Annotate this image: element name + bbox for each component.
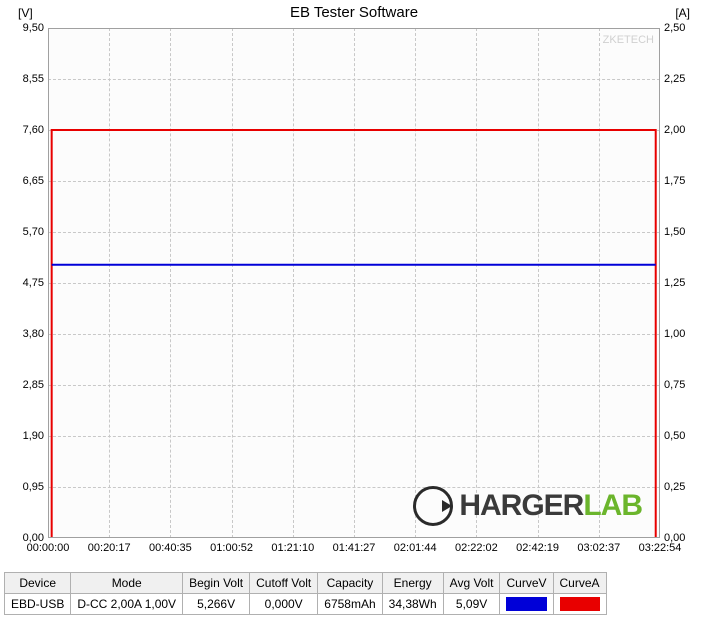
table-row: EBD-USB D-CC 2,00A 1,00V 5,266V 0,000V 6…	[5, 594, 607, 615]
y-left-tick: 0,95	[23, 481, 44, 493]
cell-avg-volt: 5,09V	[443, 594, 500, 615]
cell-curve-v-swatch	[500, 594, 553, 615]
table-header-cell: Device	[5, 573, 71, 594]
x-tick: 02:42:19	[516, 542, 559, 554]
x-tick: 01:41:27	[333, 542, 376, 554]
table-header-row: DeviceModeBegin VoltCutoff VoltCapacityE…	[5, 573, 607, 594]
y-right-tick: 2,00	[664, 124, 685, 136]
cell-device: EBD-USB	[5, 594, 71, 615]
y-left-tick: 1,90	[23, 430, 44, 442]
y-left-tick: 4,75	[23, 277, 44, 289]
chart-area: EB Tester Software [V] [A] ZKETECH HARGE…	[0, 0, 708, 572]
x-tick: 02:22:02	[455, 542, 498, 554]
y-left-tick: 9,50	[23, 22, 44, 34]
y-right-tick: 0,50	[664, 430, 685, 442]
table-header-cell: Begin Volt	[183, 573, 250, 594]
plot-border	[48, 28, 660, 538]
y-left-tick: 2,85	[23, 379, 44, 391]
x-tick: 03:22:54	[639, 542, 682, 554]
y-right-tick: 0,25	[664, 481, 685, 493]
cell-cutoff-volt: 0,000V	[250, 594, 318, 615]
cell-curve-a-swatch	[553, 594, 606, 615]
y-right-unit: [A]	[675, 6, 690, 20]
table-header-cell: Capacity	[318, 573, 382, 594]
chart-title: EB Tester Software	[0, 4, 708, 21]
swatch-v	[506, 597, 546, 611]
table-header-cell: Avg Volt	[443, 573, 500, 594]
table-header-cell: Cutoff Volt	[250, 573, 318, 594]
x-tick: 03:02:37	[577, 542, 620, 554]
y-right-tick: 1,25	[664, 277, 685, 289]
swatch-a	[560, 597, 600, 611]
x-tick: 02:01:44	[394, 542, 437, 554]
cell-mode: D-CC 2,00A 1,00V	[71, 594, 183, 615]
y-left-tick: 7,60	[23, 124, 44, 136]
y-left-tick: 6,65	[23, 175, 44, 187]
y-right-tick: 1,75	[664, 175, 685, 187]
plot-area: ZKETECH HARGERLAB 0,000,000,950,251,900,…	[48, 28, 660, 538]
table-header-cell: Energy	[382, 573, 443, 594]
cell-energy: 34,38Wh	[382, 594, 443, 615]
x-tick: 00:00:00	[27, 542, 70, 554]
table-header-cell: Mode	[71, 573, 183, 594]
table-header-cell: CurveA	[553, 573, 606, 594]
y-left-tick: 3,80	[23, 328, 44, 340]
x-tick: 00:20:17	[88, 542, 131, 554]
y-right-tick: 1,50	[664, 226, 685, 238]
y-right-tick: 1,00	[664, 328, 685, 340]
x-tick: 00:40:35	[149, 542, 192, 554]
y-left-unit: [V]	[18, 6, 33, 20]
y-left-tick: 8,55	[23, 73, 44, 85]
x-tick: 01:21:10	[271, 542, 314, 554]
cell-begin-volt: 5,266V	[183, 594, 250, 615]
x-tick: 01:00:52	[210, 542, 253, 554]
cell-capacity: 6758mAh	[318, 594, 382, 615]
y-left-tick: 5,70	[23, 226, 44, 238]
y-right-tick: 0,75	[664, 379, 685, 391]
y-right-tick: 2,25	[664, 73, 685, 85]
table-header-cell: CurveV	[500, 573, 553, 594]
y-right-tick: 2,50	[664, 22, 685, 34]
data-table: DeviceModeBegin VoltCutoff VoltCapacityE…	[4, 572, 607, 615]
